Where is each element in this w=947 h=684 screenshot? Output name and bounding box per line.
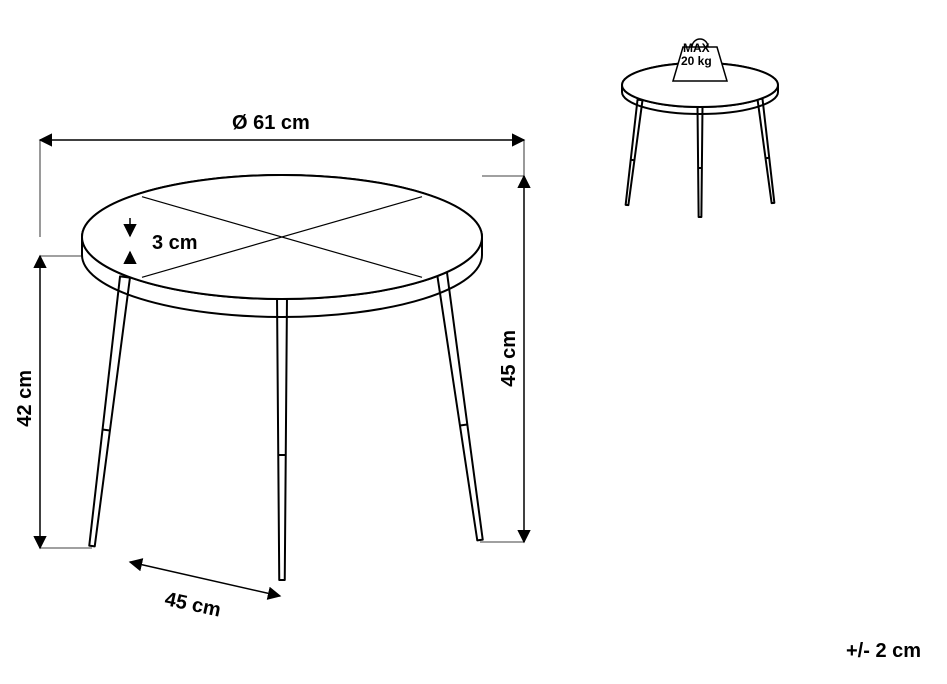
diameter-label: Ø 61 cm (232, 112, 310, 135)
thickness-label: 3 cm (152, 232, 198, 255)
diagram-canvas: Ø 61 cm 3 cm 42 cm 45 cm 45 cm +/- 2 cm … (0, 0, 947, 684)
max-weight-label: MAX 20 kg (681, 42, 712, 68)
diagram-svg (0, 0, 947, 684)
max-weight-line1: MAX (683, 41, 710, 55)
height-total-label: 45 cm (498, 330, 521, 387)
max-weight-line2: 20 kg (681, 54, 712, 68)
tolerance-label: +/- 2 cm (846, 640, 921, 663)
height-under-label: 42 cm (14, 370, 37, 427)
